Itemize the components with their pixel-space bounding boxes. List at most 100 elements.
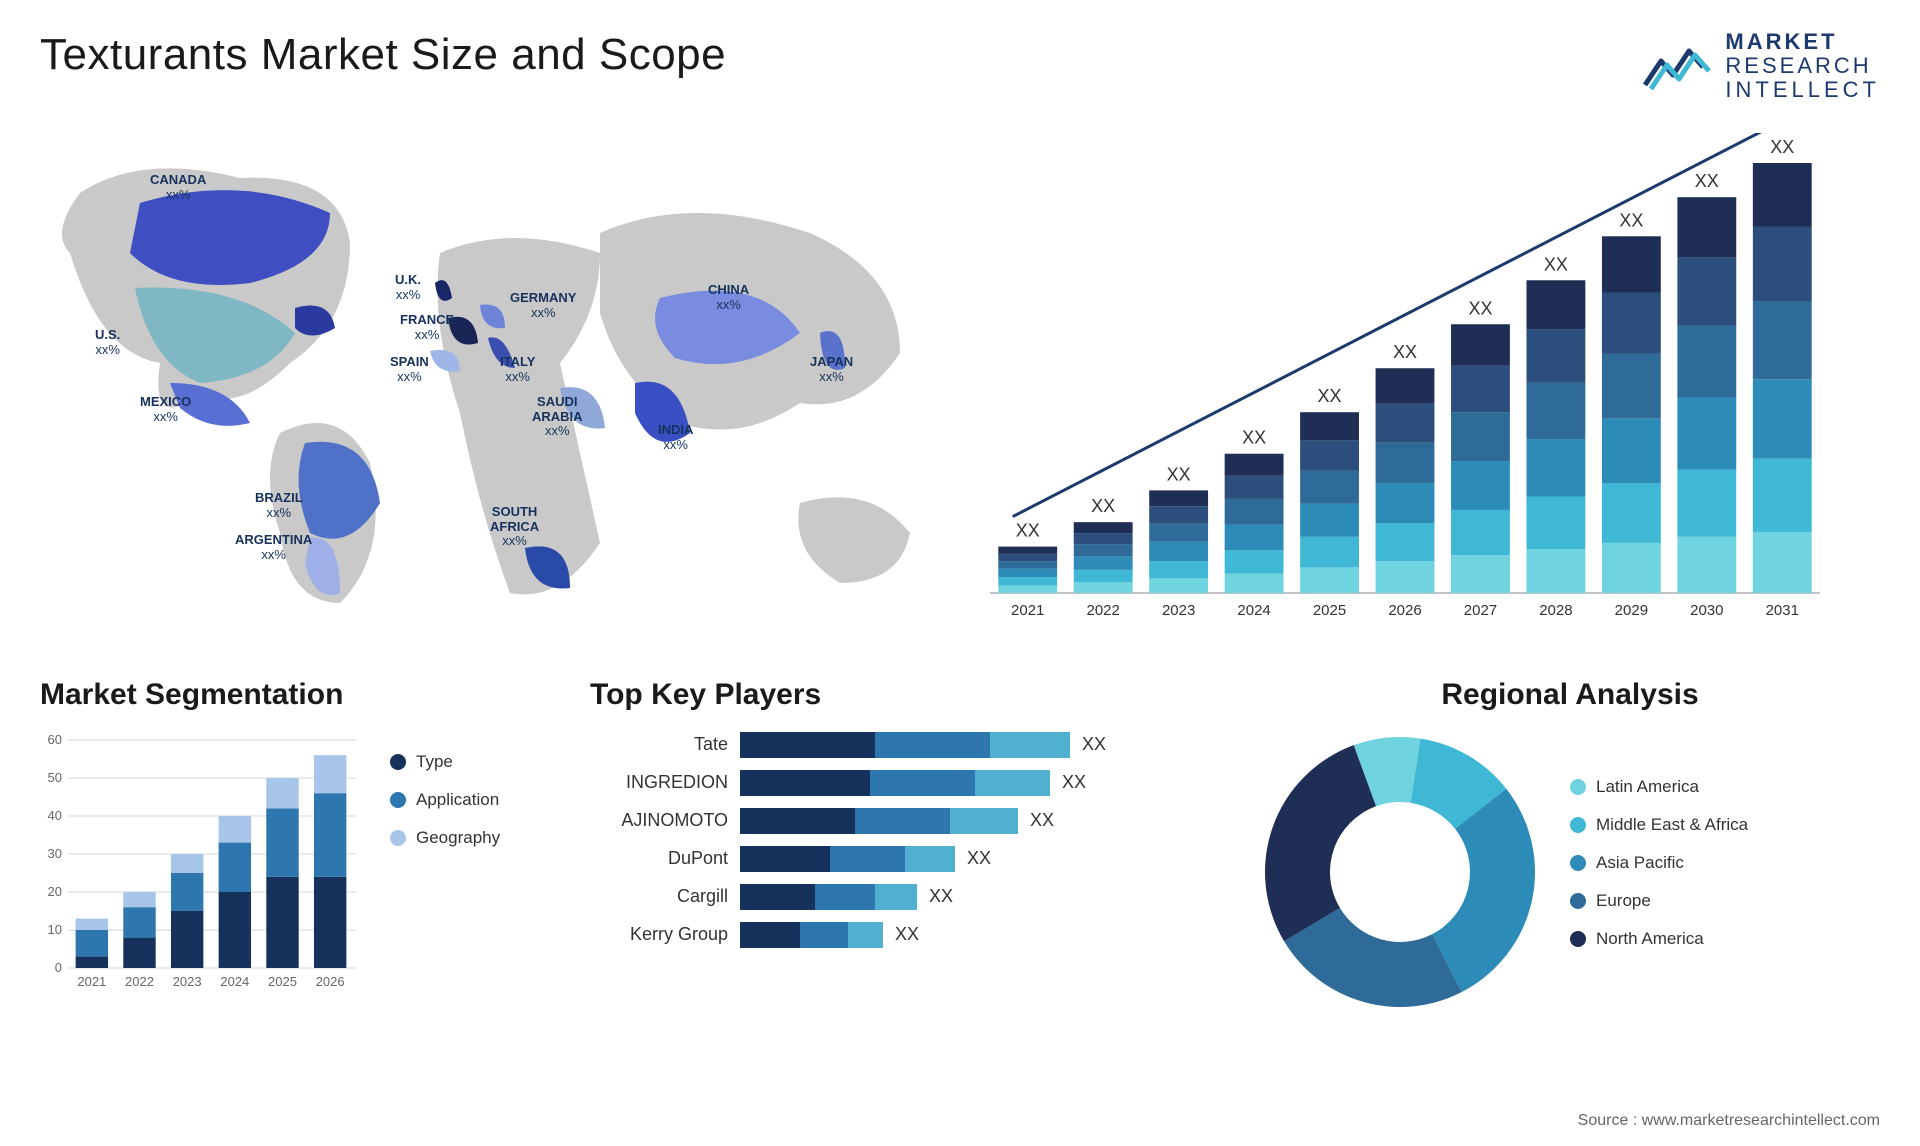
svg-text:50: 50 [48, 770, 62, 785]
growth-bar-label-2029: XX [1619, 210, 1643, 230]
player-seg-1 [875, 732, 990, 758]
growth-bar-2026-seg5 [1376, 368, 1435, 403]
growth-bar-2030-seg2 [1677, 397, 1736, 469]
growth-bar-2029-seg4 [1602, 292, 1661, 353]
growth-bar-2024-seg2 [1225, 524, 1284, 550]
player-label: DuPont [590, 848, 740, 869]
player-seg-0 [740, 846, 830, 872]
player-seg-0 [740, 732, 875, 758]
growth-bar-2026-seg2 [1376, 483, 1435, 523]
seg-legend-type: Type [390, 752, 500, 772]
map-label-u-k-: U.K.xx% [395, 273, 421, 303]
player-seg-1 [815, 884, 875, 910]
growth-bar-2021-seg3 [998, 561, 1057, 568]
svg-text:2026: 2026 [316, 974, 345, 989]
growth-bar-2026-seg0 [1376, 561, 1435, 593]
players-chart: TateXXINGREDIONXXAJINOMOTOXXDuPontXXCarg… [590, 732, 1230, 948]
growth-year-2021: 2021 [1011, 602, 1044, 619]
growth-bar-2026-seg1 [1376, 523, 1435, 561]
player-label: AJINOMOTO [590, 810, 740, 831]
player-seg-1 [830, 846, 905, 872]
map-label-u-s-: U.S.xx% [95, 328, 120, 358]
growth-bar-2031-seg2 [1753, 379, 1812, 458]
growth-bar-2023-seg1 [1149, 561, 1208, 578]
svg-text:30: 30 [48, 846, 62, 861]
map-label-italy: ITALYxx% [500, 355, 535, 385]
growth-bar-2025-seg4 [1300, 440, 1359, 471]
growth-year-2022: 2022 [1086, 602, 1119, 619]
seg-bar-2022-1 [123, 907, 155, 937]
growth-bar-2021-seg5 [998, 546, 1057, 553]
growth-bar-2025-seg1 [1300, 536, 1359, 567]
segmentation-title: Market Segmentation [40, 678, 560, 712]
player-value: XX [1050, 772, 1086, 793]
regional-legend-middle-east-africa: Middle East & Africa [1570, 815, 1748, 835]
growth-year-2030: 2030 [1690, 602, 1723, 619]
growth-bar-2025-seg3 [1300, 470, 1359, 503]
map-label-argentina: ARGENTINAxx% [235, 533, 312, 563]
growth-bar-label-2028: XX [1544, 254, 1568, 274]
seg-bar-2023-1 [171, 873, 203, 911]
player-value: XX [1070, 734, 1106, 755]
player-value: XX [1018, 810, 1054, 831]
regional-legend-latin-america: Latin America [1570, 777, 1748, 797]
player-seg-1 [870, 770, 975, 796]
player-bar [740, 770, 1050, 796]
seg-bar-2026-2 [314, 755, 346, 793]
player-seg-0 [740, 808, 855, 834]
seg-bar-2021-1 [76, 930, 108, 957]
player-bar [740, 922, 883, 948]
growth-bar-label-2026: XX [1393, 342, 1417, 362]
player-value: XX [883, 924, 919, 945]
seg-bar-2021-2 [76, 918, 108, 929]
growth-bar-2030-seg5 [1677, 197, 1736, 257]
growth-bar-2024-seg1 [1225, 550, 1284, 573]
seg-bar-2026-1 [314, 793, 346, 877]
map-label-china: CHINAxx% [708, 283, 749, 313]
growth-bar-label-2030: XX [1695, 171, 1719, 191]
player-seg-0 [740, 884, 815, 910]
growth-year-2024: 2024 [1237, 602, 1270, 619]
growth-bar-label-2031: XX [1770, 137, 1794, 157]
growth-bar-2028-seg0 [1526, 549, 1585, 593]
growth-bar-2028-seg5 [1526, 280, 1585, 329]
growth-bar-2027-seg2 [1451, 461, 1510, 510]
growth-year-2031: 2031 [1766, 602, 1799, 619]
map-label-south-africa: SOUTHAFRICAxx% [490, 505, 539, 550]
world-map: CANADAxx%U.S.xx%MEXICOxx%BRAZILxx%ARGENT… [40, 133, 940, 633]
growth-bar-2031-seg3 [1753, 301, 1812, 379]
logo-icon [1641, 37, 1713, 95]
donut-slice-north-america [1265, 745, 1376, 941]
player-row-ajinomoto: AJINOMOTO XX [590, 808, 1230, 834]
growth-bar-2021-seg4 [998, 553, 1057, 560]
player-row-cargill: CargillXX [590, 884, 1230, 910]
seg-bar-2021-0 [76, 956, 108, 967]
growth-bar-label-2025: XX [1318, 386, 1342, 406]
growth-year-2025: 2025 [1313, 602, 1346, 619]
growth-bar-2028-seg1 [1526, 496, 1585, 549]
growth-bar-2031-seg4 [1753, 226, 1812, 301]
growth-bar-chart: XX2021XX2022XX2023XX2024XX2025XX2026XX20… [980, 133, 1880, 638]
segmentation-legend: TypeApplicationGeography [390, 732, 500, 992]
growth-bar-2029-seg2 [1602, 418, 1661, 483]
map-label-saudi-arabia: SAUDIARABIAxx% [532, 395, 583, 440]
regional-title: Regional Analysis [1260, 678, 1880, 712]
map-label-mexico: MEXICOxx% [140, 395, 191, 425]
seg-bar-2022-2 [123, 892, 155, 907]
svg-text:2022: 2022 [125, 974, 154, 989]
player-seg-0 [740, 922, 800, 948]
source-attribution: Source : www.marketresearchintellect.com [1578, 1112, 1880, 1130]
svg-text:20: 20 [48, 884, 62, 899]
player-seg-1 [800, 922, 848, 948]
seg-bar-2023-0 [171, 911, 203, 968]
growth-bar-2022-seg1 [1074, 569, 1133, 581]
seg-bar-2023-2 [171, 854, 203, 873]
growth-bar-2025-seg0 [1300, 567, 1359, 593]
page-title: Texturants Market Size and Scope [40, 30, 726, 80]
segmentation-chart: 0102030405060202120222023202420252026 [40, 732, 360, 992]
player-seg-2 [975, 770, 1050, 796]
growth-bar-2023-seg5 [1149, 490, 1208, 506]
regional-legend-asia-pacific: Asia Pacific [1570, 853, 1748, 873]
map-label-canada: CANADAxx% [150, 173, 206, 203]
growth-bar-2021-seg0 [998, 585, 1057, 592]
